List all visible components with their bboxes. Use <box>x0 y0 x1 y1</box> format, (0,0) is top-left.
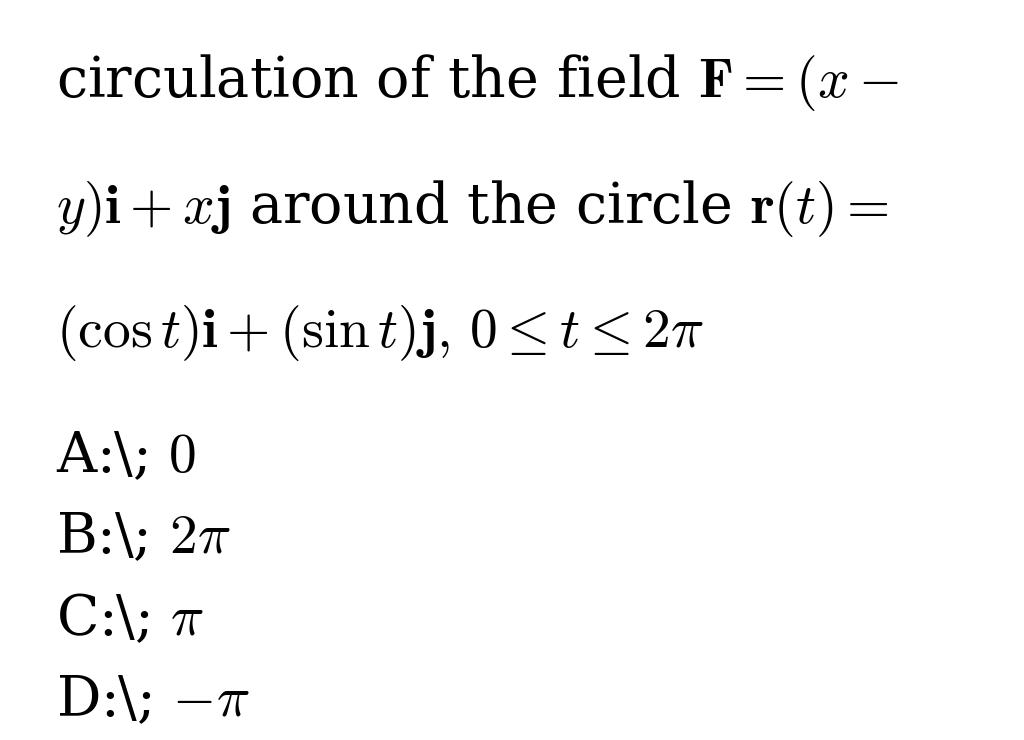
Text: $(\cos t)\mathbf{i} + (\sin t)\mathbf{j},\, 0 \leq t \leq 2\pi$: $(\cos t)\mathbf{i} + (\sin t)\mathbf{j}… <box>56 303 705 363</box>
Text: circulation of the field $\mathbf{F} = (x -$: circulation of the field $\mathbf{F} = (… <box>56 52 899 112</box>
Text: B:\; $2\pi$: B:\; $2\pi$ <box>56 511 230 565</box>
Text: D:\; $-\pi$: D:\; $-\pi$ <box>56 673 250 728</box>
Text: C:\; $\pi$: C:\; $\pi$ <box>56 592 205 647</box>
Text: A:\; $0$: A:\; $0$ <box>56 429 197 484</box>
Text: $y)\mathbf{i} + x\mathbf{j}$ around the circle $\mathbf{r}(t) =$: $y)\mathbf{i} + x\mathbf{j}$ around the … <box>56 178 889 238</box>
